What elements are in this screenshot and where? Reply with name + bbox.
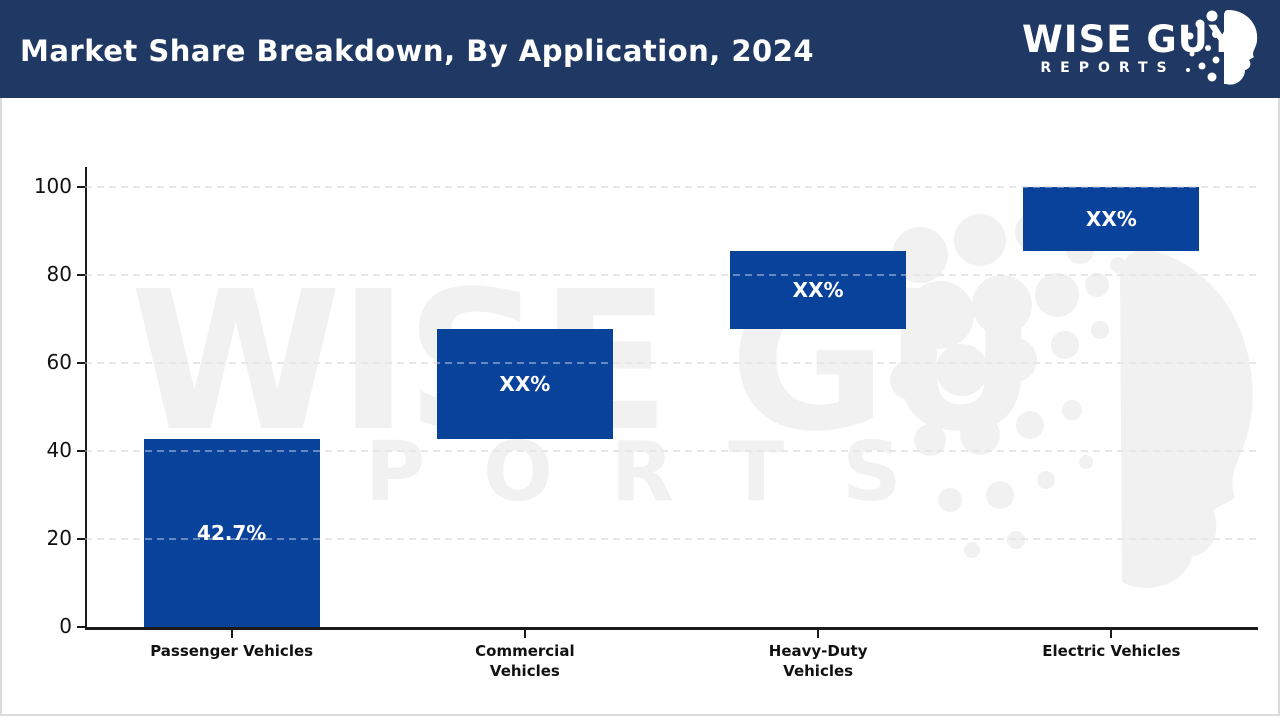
x-category-label-2: Commercial Vehicles (405, 641, 645, 681)
x-tick-mark-4 (1110, 630, 1113, 638)
bar-4 (1023, 187, 1200, 251)
y-tick-mark-80 (77, 274, 85, 276)
y-tick-mark-40 (77, 450, 85, 452)
x-tick-mark-3 (817, 630, 820, 638)
x-axis-line (85, 627, 1258, 630)
watermark-text-line2: PORTS (365, 425, 960, 520)
y-tick-mark-60 (77, 362, 85, 364)
gridline-overlay-20 (85, 538, 1258, 540)
x-category-label-line: Heavy-Duty (768, 642, 868, 660)
x-category-label-4: Electric Vehicles (991, 641, 1231, 661)
bar-3 (730, 250, 907, 330)
gridline-20 (85, 538, 1258, 540)
bar-value-label-4: XX% (1085, 206, 1137, 231)
gridline-overlay-80 (85, 274, 1258, 276)
x-category-label-line: Vehicles (783, 662, 854, 680)
y-tick-mark-100 (77, 186, 85, 188)
gridline-overlay-60 (85, 362, 1258, 364)
logo-subtitle: REPORTS (1040, 60, 1176, 76)
gridline-overlay-40 (85, 450, 1258, 452)
gridline-overlay-100 (85, 186, 1258, 188)
y-tick-label-0: 0 (59, 614, 72, 638)
y-tick-label-60: 60 (46, 350, 72, 374)
gridline-100 (85, 186, 1258, 188)
x-category-label-line: Passenger Vehicles (150, 642, 314, 660)
logo-head-icon (1186, 10, 1258, 85)
bar-2 (436, 329, 613, 440)
header-bar: Market Share Breakdown, By Application, … (0, 0, 1280, 98)
x-category-label-line: Commercial (475, 642, 575, 660)
x-category-label-line: Vehicles (489, 662, 560, 680)
bar-value-label-2: XX% (499, 372, 551, 397)
x-category-label-3: Heavy-Duty Vehicles (698, 641, 938, 681)
x-category-label-1: Passenger Vehicles (112, 641, 352, 661)
y-axis-line (85, 167, 87, 629)
y-tick-label-80: 80 (46, 262, 72, 286)
x-category-label-line: Electric Vehicles (1042, 642, 1181, 660)
bar-value-label-1: 42.7% (196, 521, 267, 546)
wise-guy-logo: WISE GUY REPORTS (1022, 8, 1262, 90)
y-tick-label-100: 100 (33, 174, 72, 198)
gridline-60 (85, 362, 1258, 364)
x-tick-mark-1 (230, 630, 233, 638)
page-title: Market Share Breakdown, By Application, … (20, 34, 815, 68)
bar-value-label-3: XX% (792, 277, 844, 302)
y-tick-mark-0 (77, 626, 85, 628)
gridline-40 (85, 450, 1258, 452)
logo-text: WISE GUY REPORTS (1022, 18, 1237, 76)
gridline-80 (85, 274, 1258, 276)
bar-1 (143, 439, 320, 627)
x-tick-mark-2 (523, 630, 526, 638)
logo-wordmark: WISE GUY (1022, 18, 1237, 61)
y-tick-label-20: 20 (46, 526, 72, 550)
y-tick-label-40: 40 (46, 438, 72, 462)
y-tick-mark-20 (77, 538, 85, 540)
